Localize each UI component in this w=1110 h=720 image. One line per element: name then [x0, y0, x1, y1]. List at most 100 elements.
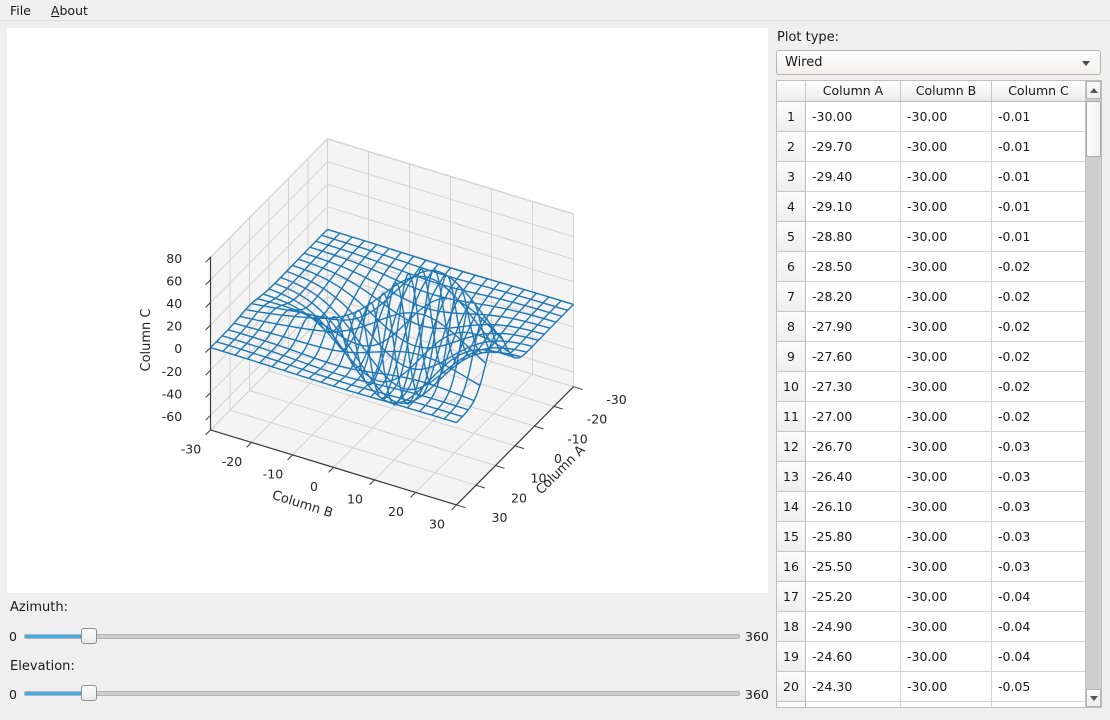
table-cell[interactable]: -30.00 [901, 522, 992, 552]
table-cell[interactable]: -0.02 [992, 342, 1085, 372]
row-number[interactable]: 4 [777, 192, 806, 222]
table-cell[interactable]: -30.00 [901, 372, 992, 402]
table-cell[interactable]: -25.50 [806, 552, 901, 582]
table-cell[interactable]: -26.40 [806, 462, 901, 492]
table-cell[interactable]: -30.00 [901, 492, 992, 522]
column-b-header[interactable]: Column B [901, 81, 992, 101]
table-cell[interactable]: -28.20 [806, 282, 901, 312]
table-cell[interactable]: -27.60 [806, 342, 901, 372]
table-scrollbar[interactable] [1085, 81, 1101, 707]
table-cell[interactable]: -0.02 [992, 402, 1085, 432]
table-cell[interactable]: -27.30 [806, 372, 901, 402]
table-cell[interactable]: -30.00 [901, 462, 992, 492]
table-cell[interactable]: -27.00 [806, 402, 901, 432]
table-cell[interactable]: -24.30 [806, 672, 901, 702]
table-cell[interactable]: -30.00 [806, 102, 901, 132]
table-cell[interactable]: -30.00 [901, 192, 992, 222]
table-cell[interactable] [992, 702, 1085, 707]
menu-item-file[interactable]: File [10, 2, 31, 18]
row-number[interactable]: 19 [777, 642, 806, 672]
table-cell[interactable]: -30.00 [901, 252, 992, 282]
row-number[interactable] [777, 702, 806, 707]
table-cell[interactable]: -0.03 [992, 462, 1085, 492]
table-row[interactable]: 6 -28.50 -30.00 -0.02 [777, 252, 1085, 282]
row-number[interactable]: 13 [777, 462, 806, 492]
row-number[interactable]: 9 [777, 342, 806, 372]
table-row[interactable]: 15 -25.80 -30.00 -0.03 [777, 522, 1085, 552]
table-row[interactable]: 10 -27.30 -30.00 -0.02 [777, 372, 1085, 402]
table-row[interactable] [777, 702, 1085, 707]
table-row[interactable]: 16 -25.50 -30.00 -0.03 [777, 552, 1085, 582]
row-number[interactable]: 6 [777, 252, 806, 282]
table-row[interactable]: 11 -27.00 -30.00 -0.02 [777, 402, 1085, 432]
table-cell[interactable]: -26.10 [806, 492, 901, 522]
table-cell[interactable] [806, 702, 901, 707]
table-row[interactable]: 1 -30.00 -30.00 -0.01 [777, 102, 1085, 132]
row-number[interactable]: 12 [777, 432, 806, 462]
row-number[interactable]: 3 [777, 162, 806, 192]
table-cell[interactable]: -27.90 [806, 312, 901, 342]
column-c-header[interactable]: Column C [1008, 83, 1069, 98]
table-cell[interactable]: -0.01 [992, 192, 1085, 222]
table-cell[interactable]: -30.00 [901, 432, 992, 462]
table-row[interactable]: 5 -28.80 -30.00 -0.01 [777, 222, 1085, 252]
table-cell[interactable]: -29.70 [806, 132, 901, 162]
row-number[interactable]: 17 [777, 582, 806, 612]
plot-type-dropdown[interactable]: Wired [776, 50, 1101, 75]
table-cell[interactable]: -30.00 [901, 582, 992, 612]
table-cell[interactable]: -30.00 [901, 222, 992, 252]
table-cell[interactable]: -30.00 [901, 162, 992, 192]
table-cell[interactable]: -0.02 [992, 312, 1085, 342]
row-number[interactable]: 20 [777, 672, 806, 702]
table-row[interactable]: 3 -29.40 -30.00 -0.01 [777, 162, 1085, 192]
table-cell[interactable]: -25.20 [806, 582, 901, 612]
row-number[interactable]: 7 [777, 282, 806, 312]
scrollbar-down-button[interactable] [1086, 689, 1101, 707]
table-cell[interactable]: -0.01 [992, 102, 1085, 132]
table-cell[interactable]: -0.04 [992, 642, 1085, 672]
elevation-slider[interactable] [24, 691, 740, 696]
table-row[interactable]: 8 -27.90 -30.00 -0.02 [777, 312, 1085, 342]
table-row[interactable]: 12 -26.70 -30.00 -0.03 [777, 432, 1085, 462]
table-cell[interactable]: -0.01 [992, 162, 1085, 192]
table-cell[interactable]: -30.00 [901, 312, 992, 342]
row-number[interactable]: 1 [777, 102, 806, 132]
table-cell[interactable]: -0.01 [992, 132, 1085, 162]
table-cell[interactable]: -29.10 [806, 192, 901, 222]
table-cell[interactable]: -24.90 [806, 612, 901, 642]
row-number[interactable]: 2 [777, 132, 806, 162]
table-cell[interactable]: -0.03 [992, 492, 1085, 522]
table-cell[interactable]: -0.02 [992, 282, 1085, 312]
scrollbar-up-button[interactable] [1086, 81, 1101, 99]
table-cell[interactable]: -30.00 [901, 402, 992, 432]
table-cell[interactable]: -30.00 [901, 672, 992, 702]
elevation-slider-handle[interactable] [81, 685, 98, 701]
table-row[interactable]: 2 -29.70 -30.00 -0.01 [777, 132, 1085, 162]
table-cell[interactable]: -30.00 [901, 282, 992, 312]
table-row[interactable]: 9 -27.60 -30.00 -0.02 [777, 342, 1085, 372]
table-row[interactable]: 18 -24.90 -30.00 -0.04 [777, 612, 1085, 642]
row-number[interactable]: 15 [777, 522, 806, 552]
table-cell[interactable]: -24.60 [806, 642, 901, 672]
table-cell[interactable]: -0.05 [992, 672, 1085, 702]
table-cell[interactable]: -0.04 [992, 582, 1085, 612]
azimuth-slider[interactable] [24, 634, 740, 639]
table-cell[interactable]: -30.00 [901, 612, 992, 642]
menu-item-about[interactable]: About [41, 1, 98, 20]
table-cell[interactable]: -30.00 [901, 342, 992, 372]
table-cell[interactable]: -0.04 [992, 612, 1085, 642]
table-cell[interactable]: -30.00 [901, 552, 992, 582]
azimuth-slider-handle[interactable] [81, 628, 98, 644]
table-cell[interactable]: -30.00 [901, 132, 992, 162]
table-cell[interactable]: -0.02 [992, 372, 1085, 402]
table-cell[interactable]: -0.03 [992, 522, 1085, 552]
table-cell[interactable]: -0.03 [992, 552, 1085, 582]
table-row[interactable]: 13 -26.40 -30.00 -0.03 [777, 462, 1085, 492]
table-cell[interactable]: -25.80 [806, 522, 901, 552]
table-cell[interactable]: -0.02 [992, 252, 1085, 282]
table-row[interactable]: 14 -26.10 -30.00 -0.03 [777, 492, 1085, 522]
column-a-header[interactable]: Column A [806, 81, 901, 101]
row-number[interactable]: 11 [777, 402, 806, 432]
table-row[interactable]: 4 -29.10 -30.00 -0.01 [777, 192, 1085, 222]
table-cell[interactable]: -0.01 [992, 222, 1085, 252]
